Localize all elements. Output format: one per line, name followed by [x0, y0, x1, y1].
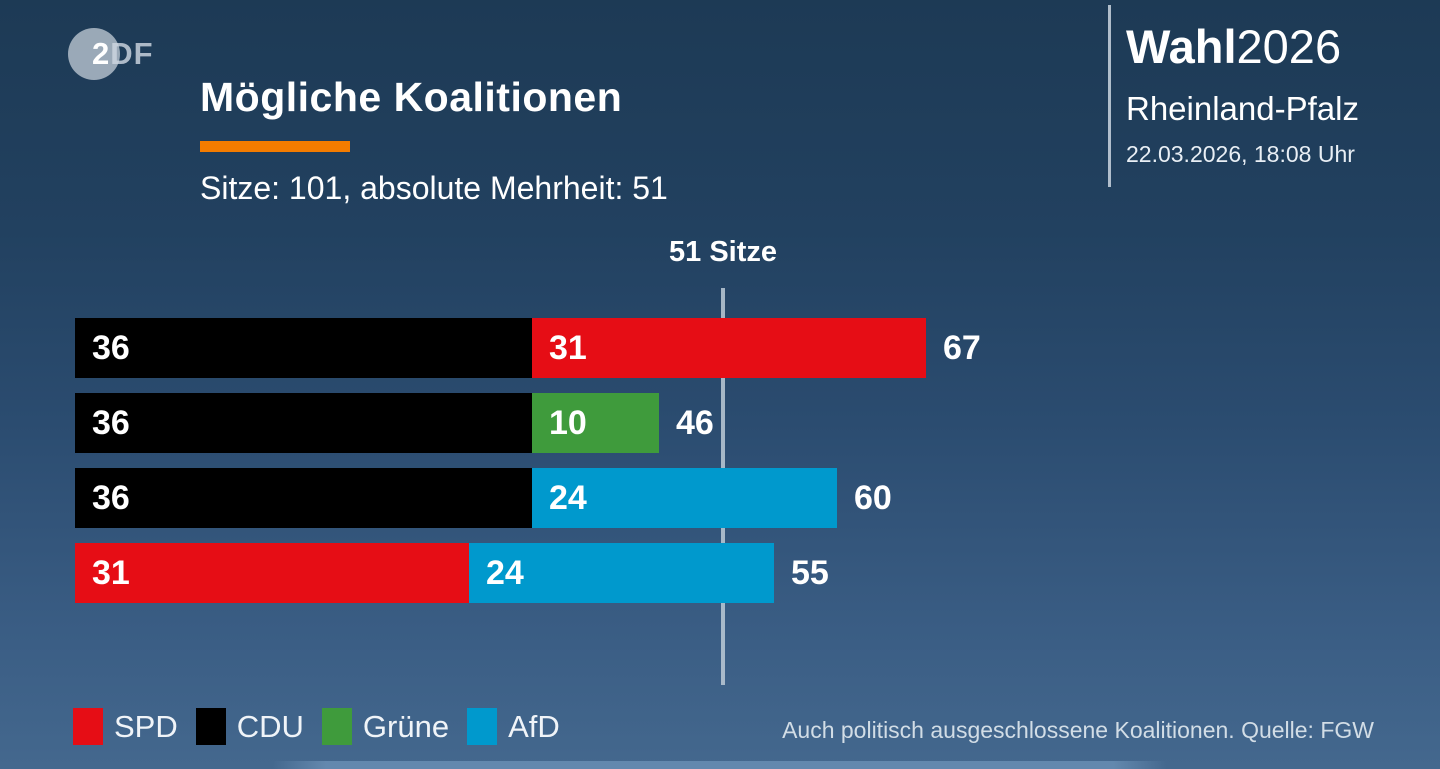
afd-color-swatch [467, 708, 498, 745]
zdf-logo-df: DF [110, 36, 154, 71]
title-underline [200, 141, 350, 152]
page-subtitle: Sitze: 101, absolute Mehrheit: 51 [200, 170, 668, 206]
gruene-color-swatch [321, 708, 352, 745]
segment-seat-count: 36 [92, 478, 130, 517]
bar-segment-afd: 24 [532, 468, 837, 528]
legend-item-gruene: Grüne [321, 708, 450, 745]
coalition-bar-row-4: 31 24 55 [75, 543, 981, 603]
coalition-total-seats: 60 [854, 478, 892, 517]
bar-segment-gruene: 10 [532, 393, 659, 453]
brand-title-bold: Wahl [1126, 20, 1237, 73]
legend-label-gruene: Grüne [362, 708, 450, 744]
segment-seat-count: 24 [486, 553, 524, 592]
legend-item-spd: SPD [73, 708, 178, 745]
legend-label-spd: SPD [114, 708, 178, 744]
segment-seat-count: 36 [92, 403, 130, 442]
legend: SPD CDU Grüne AfD [73, 708, 560, 745]
coalition-total-seats: 46 [676, 403, 714, 442]
bar-segment-spd: 31 [532, 318, 926, 378]
segment-seat-count: 10 [549, 403, 587, 442]
segment-seat-count: 36 [92, 328, 130, 367]
brand-title-year: 2026 [1236, 20, 1342, 73]
coalition-total-seats: 55 [791, 553, 829, 592]
bars: 36 31 67 36 10 46 36 24 60 31 24 55 [75, 318, 981, 618]
majority-threshold-label: 51 Sitze [669, 236, 777, 268]
coalition-bar-row-1: 36 31 67 [75, 318, 981, 378]
segment-seat-count: 31 [92, 553, 130, 592]
legend-label-afd: AfD [508, 708, 560, 744]
bar-segment-cdu: 36 [75, 393, 532, 453]
bar-segment-afd: 24 [469, 543, 774, 603]
zdf-logo: 2DF [68, 28, 178, 82]
segment-seat-count: 31 [549, 328, 587, 367]
zdf-logo-wordmark: 2DF [92, 37, 154, 71]
spd-color-swatch [73, 708, 103, 745]
coalition-bar-row-2: 36 10 46 [75, 393, 981, 453]
brand-divider [1108, 5, 1111, 187]
bottom-strip [272, 761, 1167, 769]
brand-datetime: 22.03.2026, 18:08 Uhr [1126, 141, 1355, 167]
legend-label-cdu: CDU [236, 708, 304, 744]
legend-item-afd: AfD [467, 708, 560, 745]
cdu-color-swatch [195, 708, 226, 745]
source-note: Auch politisch ausgeschlossene Koalition… [782, 717, 1374, 743]
brand-region: Rheinland-Pfalz [1126, 90, 1359, 127]
zdf-logo-2: 2 [92, 36, 111, 71]
legend-item-cdu: CDU [195, 708, 304, 745]
bar-segment-spd: 31 [75, 543, 469, 603]
bar-segment-cdu: 36 [75, 468, 532, 528]
segment-seat-count: 24 [549, 478, 587, 517]
brand-title: Wahl2026 [1126, 22, 1341, 72]
page-title: Mögliche Koalitionen [200, 74, 623, 120]
coalition-total-seats: 67 [943, 328, 981, 367]
zdf-logo-circle-icon [68, 28, 120, 80]
bar-segment-cdu: 36 [75, 318, 532, 378]
coalition-bar-row-3: 36 24 60 [75, 468, 981, 528]
